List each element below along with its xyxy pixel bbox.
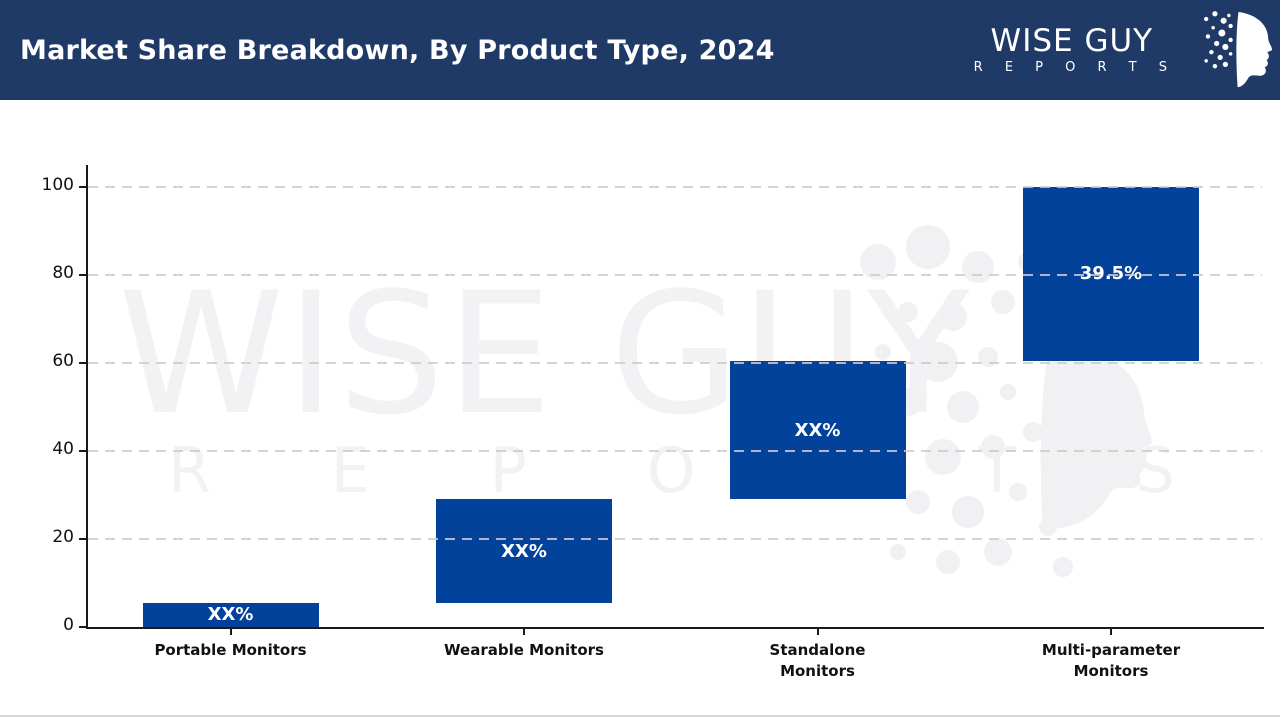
y-tick-mark <box>79 274 87 276</box>
x-tick-mark <box>1110 629 1112 635</box>
y-tick-label: 60 <box>52 351 74 371</box>
y-tick-label: 0 <box>63 615 74 635</box>
x-axis-line <box>86 627 1264 629</box>
y-tick-mark <box>79 538 87 540</box>
x-category-label-line: Standalone <box>769 641 866 659</box>
page-title: Market Share Breakdown, By Product Type,… <box>20 34 775 66</box>
y-tick-mark <box>79 186 87 188</box>
y-tick-label: 40 <box>52 439 74 459</box>
x-category-label-line: Multi-parameter <box>1041 641 1181 659</box>
bar-value-label: XX% <box>501 540 547 562</box>
x-category-label-line: Portable Monitors <box>154 641 307 659</box>
bottom-divider <box>0 715 1280 717</box>
header: Market Share Breakdown, By Product Type,… <box>0 0 1280 100</box>
logo-face-icon <box>1204 11 1272 88</box>
x-tick-mark <box>816 629 819 635</box>
x-category-label: Multi-parameter Monitors <box>991 640 1231 682</box>
y-tick-label: 100 <box>41 175 74 195</box>
x-category-label-line: Wearable Monitors <box>444 641 604 659</box>
x-category-label: Portable Monitors <box>111 640 351 661</box>
x-tick-mark <box>523 629 525 635</box>
x-category-label-line: Monitors <box>1073 662 1149 680</box>
bar-segment: XX% <box>436 499 612 603</box>
bar-value-label: XX% <box>794 419 841 441</box>
y-tick-mark <box>79 626 87 628</box>
watermark-subtitle: R E P O R T S <box>168 434 1225 507</box>
bar-segment: XX% <box>729 360 906 500</box>
x-category-label: Wearable Monitors <box>404 640 644 661</box>
watermark-face-icon <box>860 225 1152 577</box>
y-tick-mark <box>79 362 87 364</box>
x-category-label-line: Monitors <box>780 662 855 680</box>
bar-value-label: XX% <box>207 604 254 626</box>
gridline-100 <box>88 186 1262 188</box>
logo-wordmark: WISE GUY R E P O R T S <box>968 25 1176 75</box>
gridline-20 <box>88 538 1262 540</box>
bar-segment: XX% <box>142 602 319 627</box>
y-tick-label: 80 <box>52 263 74 283</box>
y-tick-label: 20 <box>52 527 74 547</box>
gridline-40 <box>88 450 1262 452</box>
logo-wordmark-line1: WISE GUY <box>990 23 1154 60</box>
gridline-80 <box>88 274 1262 276</box>
logo: WISE GUY R E P O R T S <box>968 6 1276 94</box>
bar-value-label: 39.5% <box>1079 263 1143 285</box>
bar-segment: 39.5% <box>1023 187 1199 361</box>
logo-wordmark-line2: R E P O R T S <box>973 59 1176 75</box>
y-tick-mark <box>79 450 87 452</box>
x-tick-mark <box>229 629 232 635</box>
x-category-label: Standalone Monitors <box>698 640 938 682</box>
gridline-60 <box>88 362 1262 364</box>
y-axis-line <box>86 165 88 628</box>
